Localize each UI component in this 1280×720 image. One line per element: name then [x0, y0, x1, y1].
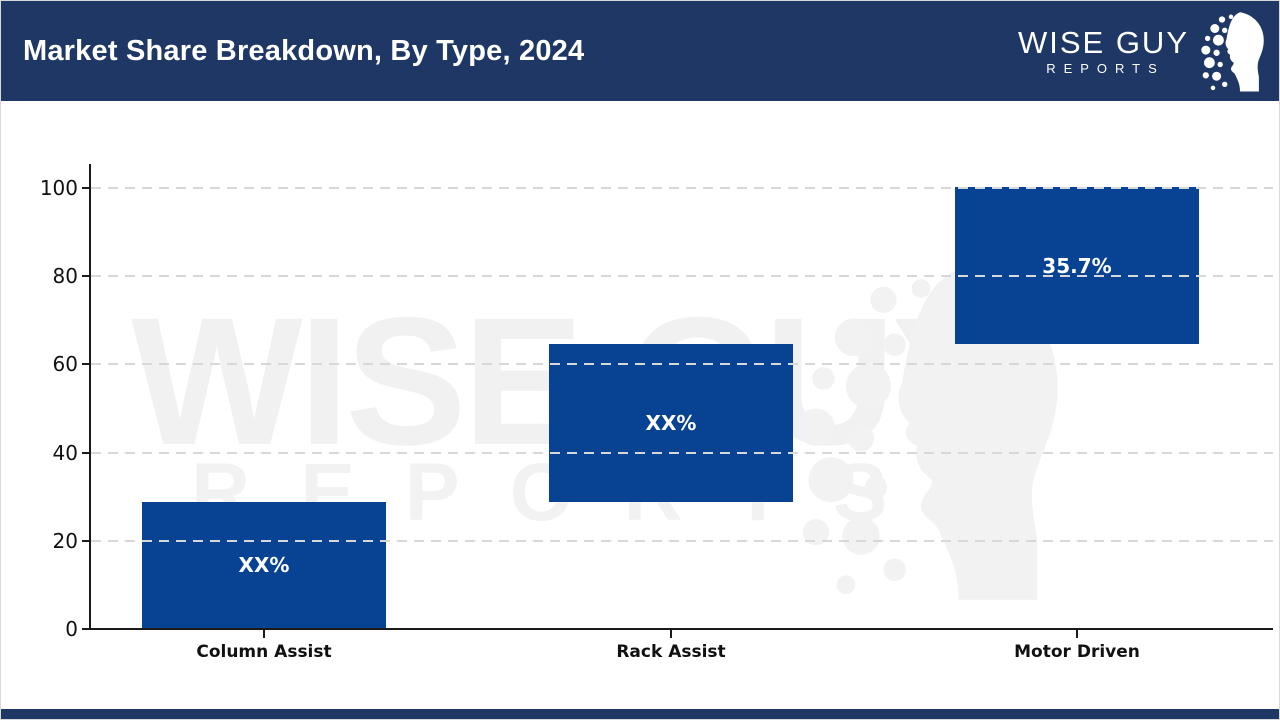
page-title: Market Share Breakdown, By Type, 2024	[23, 34, 585, 67]
x-category-label: Motor Driven	[1014, 642, 1140, 662]
y-tick-label: 60	[52, 352, 78, 377]
y-tick-mark	[82, 363, 89, 366]
y-tick-mark	[82, 628, 89, 630]
y-gridline	[91, 451, 1273, 454]
brand-logo: WISE GUY REPORTS	[1018, 9, 1267, 93]
brand-head-icon	[1201, 12, 1264, 92]
y-tick-label: 80	[52, 264, 78, 289]
watermark-head-icon	[797, 269, 1058, 600]
y-gridline	[91, 363, 1273, 366]
x-tick-mark	[263, 630, 265, 638]
x-category-label: Rack Assist	[616, 642, 726, 662]
bar-segment: 35.7%	[955, 187, 1199, 345]
brand-logo-name: WISE GUY	[1017, 25, 1189, 60]
x-tick-mark	[1076, 630, 1078, 638]
y-tick-label: 0	[65, 617, 78, 641]
y-tick-mark	[82, 275, 89, 278]
y-tick-label: 100	[39, 176, 78, 200]
y-tick-label: 40	[52, 440, 78, 465]
y-gridline	[91, 275, 1273, 278]
footer-bar	[1, 709, 1279, 719]
bar-segment: XX%	[142, 501, 386, 628]
y-tick-mark	[82, 187, 89, 189]
x-tick-mark	[670, 630, 672, 638]
x-axis-line	[89, 628, 1273, 630]
y-tick-label: 20	[52, 528, 78, 553]
brand-logo-subtitle: REPORTS	[1046, 61, 1165, 76]
y-tick-mark	[82, 539, 89, 542]
bar-value-label: XX%	[238, 552, 290, 577]
y-gridline	[91, 539, 1273, 542]
y-tick-mark	[82, 451, 89, 454]
x-category-label: Column Assist	[196, 642, 332, 662]
bar-value-label: 35.7%	[1042, 253, 1112, 278]
header-bar: Market Share Breakdown, By Type, 2024 WI…	[1, 1, 1279, 101]
bar-value-label: XX%	[645, 411, 697, 436]
y-gridline	[91, 187, 1273, 189]
bar-segment: XX%	[549, 344, 793, 502]
brand-logo-text: WISE GUY REPORTS	[1018, 27, 1189, 75]
y-axis-line	[89, 164, 91, 630]
